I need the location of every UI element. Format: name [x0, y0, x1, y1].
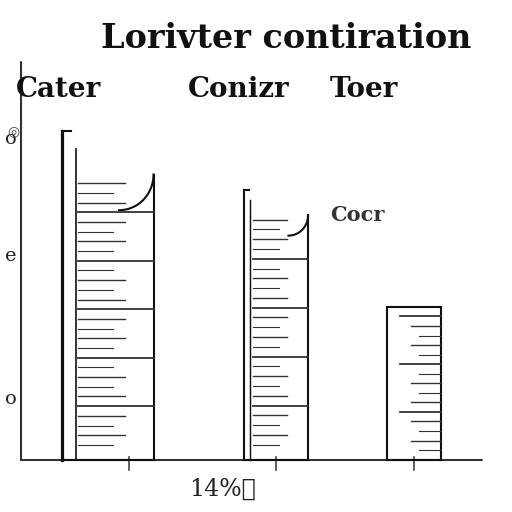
Text: e: e — [6, 247, 17, 265]
Text: Toer: Toer — [330, 76, 398, 103]
Text: 14%图: 14%图 — [189, 477, 255, 500]
Text: ◎: ◎ — [8, 124, 20, 138]
Text: Conizr: Conizr — [188, 76, 289, 103]
Text: o: o — [5, 390, 17, 408]
Text: o: o — [5, 130, 17, 148]
Text: Cocr: Cocr — [330, 205, 385, 225]
Text: Cater: Cater — [16, 76, 101, 103]
Text: Lorivter contiration: Lorivter contiration — [101, 22, 471, 55]
